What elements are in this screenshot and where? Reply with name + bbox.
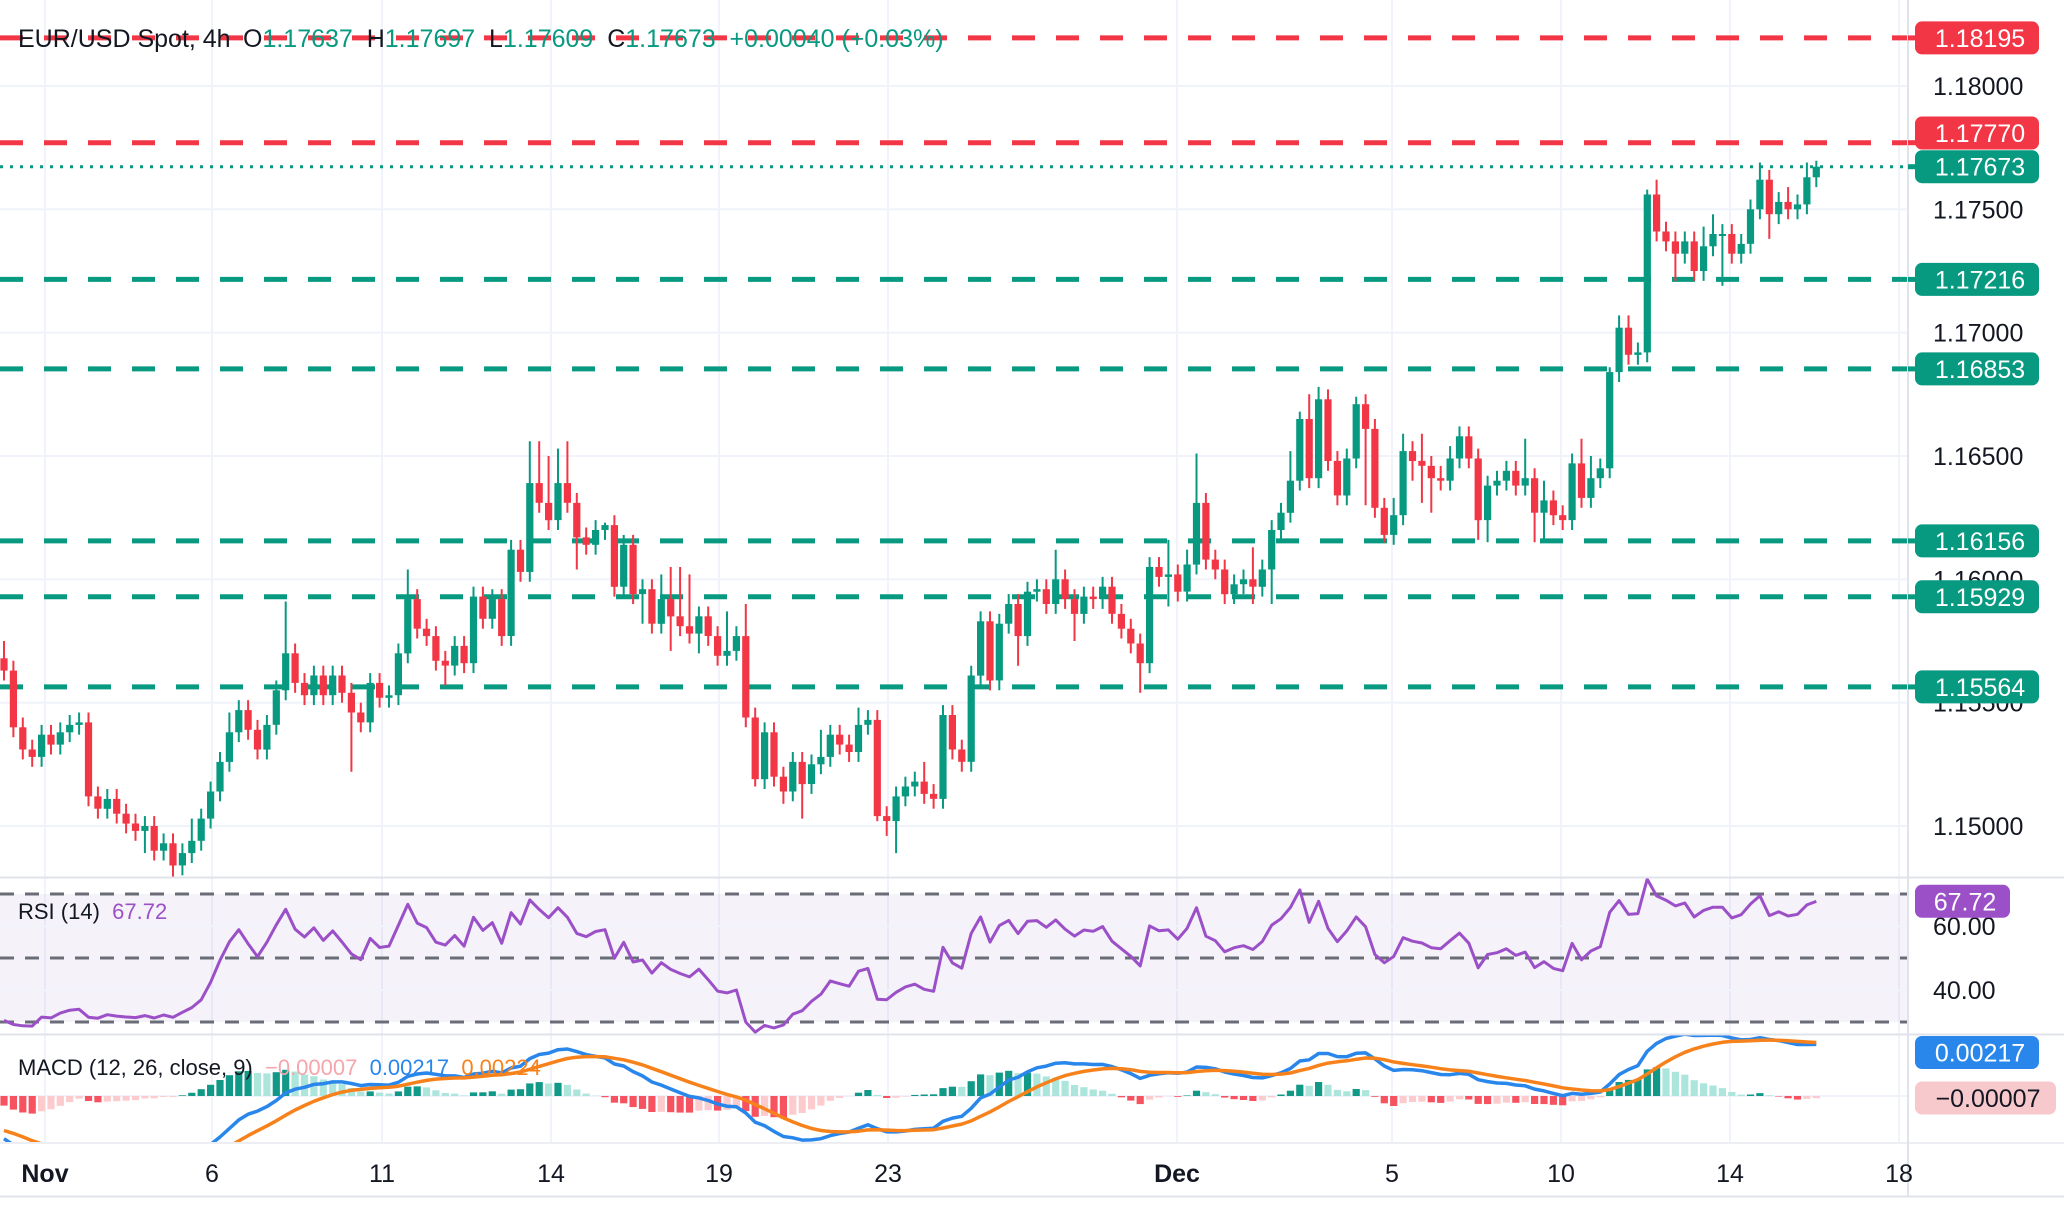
svg-text:67.72: 67.72 [1934,888,1997,916]
svg-text:40.00: 40.00 [1933,977,1996,1005]
svg-text:−0.00007: −0.00007 [1936,1085,2041,1113]
svg-text:1.18195: 1.18195 [1935,25,2025,53]
svg-text:1.17216: 1.17216 [1935,266,2025,294]
svg-text:14: 14 [1716,1160,1744,1188]
svg-text:6: 6 [205,1160,219,1188]
svg-text:RSI (14) 67.72: RSI (14) 67.72 [18,899,167,924]
svg-text:5: 5 [1385,1160,1399,1188]
svg-text:1.16853: 1.16853 [1935,356,2025,384]
svg-text:10: 10 [1547,1160,1575,1188]
svg-text:1.15000: 1.15000 [1933,813,2023,841]
svg-text:1.18000: 1.18000 [1933,73,2023,101]
svg-text:MACD (12, 26, close, 9) −0.00: MACD (12, 26, close, 9) −0.00007 0.00217… [18,1055,541,1080]
svg-text:1.16500: 1.16500 [1933,443,2023,471]
svg-text:O1.17637 H1.17697 L1.17609: O1.17637 H1.17697 L1.17609 C1.17673 +0.0… [243,25,944,53]
svg-text:1.15929: 1.15929 [1935,584,2025,612]
svg-text:1.16156: 1.16156 [1935,528,2025,556]
svg-text:1.17770: 1.17770 [1935,120,2025,148]
svg-text:EUR/USD Spot, 4h: EUR/USD Spot, 4h [18,25,231,53]
svg-text:1.17673: 1.17673 [1935,154,2025,182]
svg-text:14: 14 [537,1160,565,1188]
svg-text:Dec: Dec [1154,1160,1200,1188]
svg-text:1.17500: 1.17500 [1933,196,2023,224]
svg-text:Nov: Nov [21,1160,68,1188]
svg-text:1.17000: 1.17000 [1933,320,2023,348]
svg-text:1.15564: 1.15564 [1935,674,2025,702]
svg-text:18: 18 [1885,1160,1913,1188]
svg-text:0.00217: 0.00217 [1935,1040,2025,1068]
svg-text:11: 11 [369,1160,395,1188]
svg-text:19: 19 [705,1160,733,1188]
svg-text:23: 23 [874,1160,902,1188]
